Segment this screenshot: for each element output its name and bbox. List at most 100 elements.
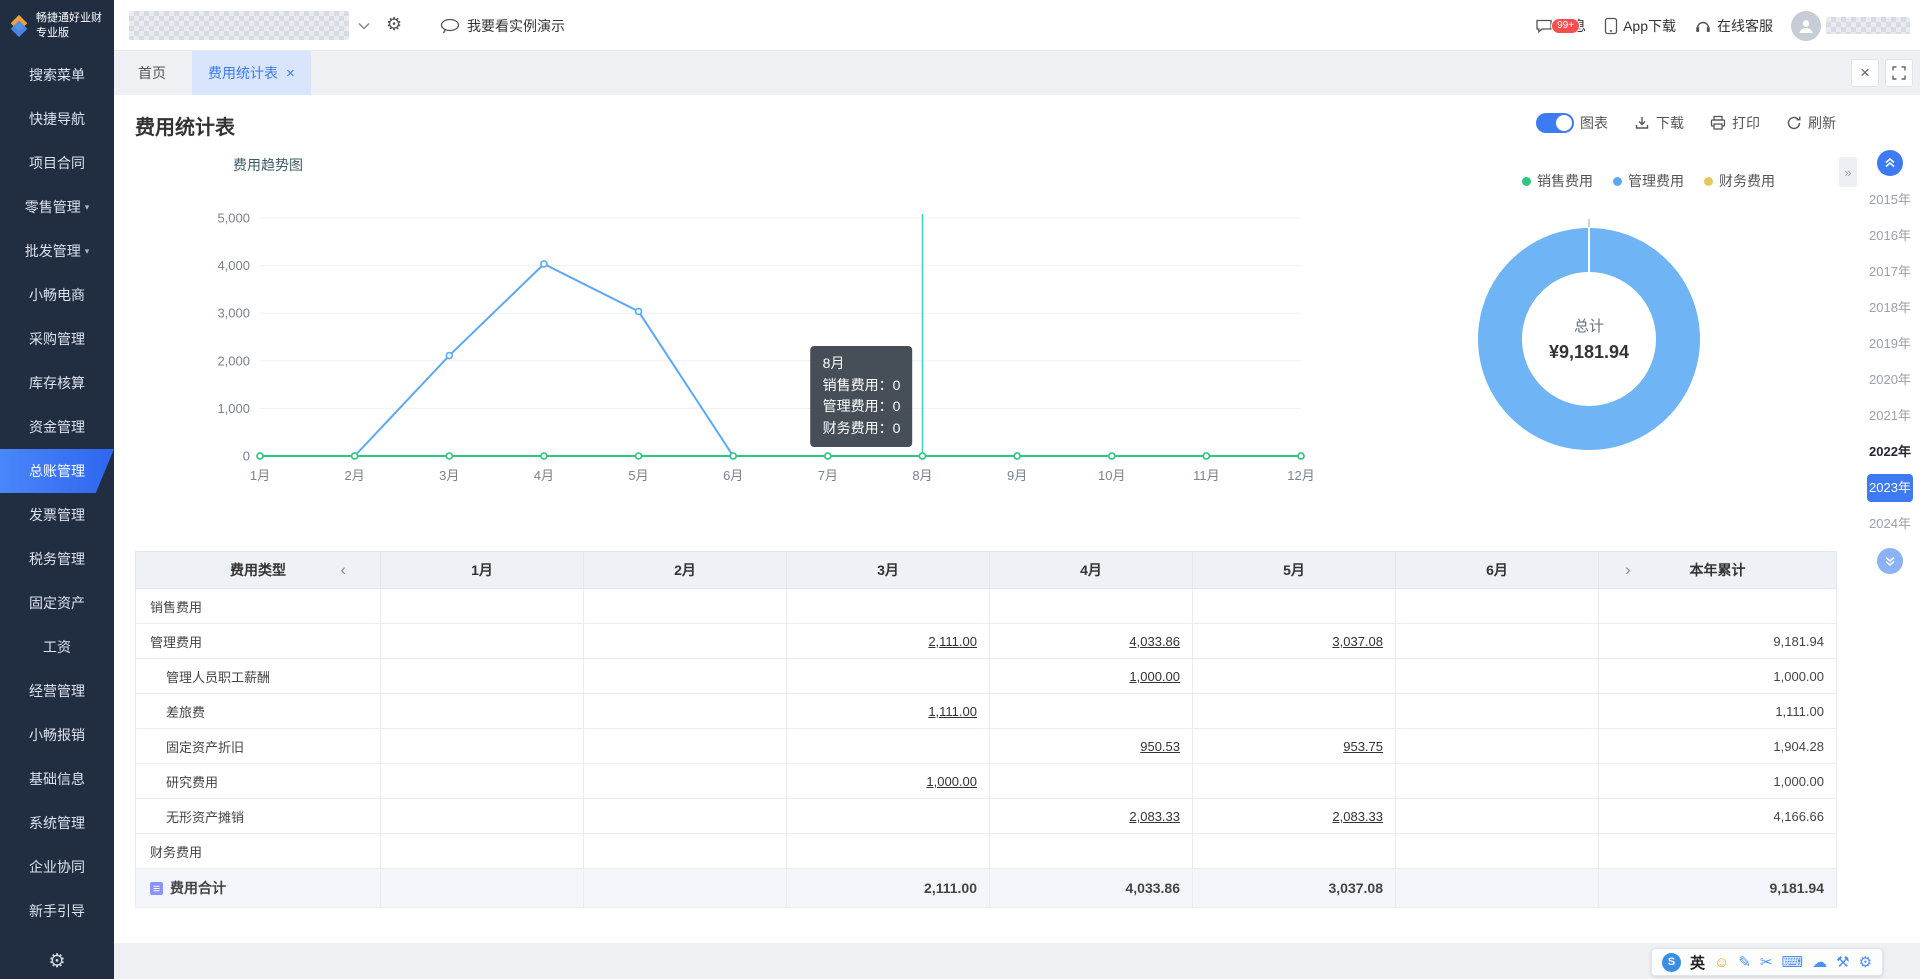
sidebar-item-13[interactable]: 固定资产 <box>0 581 114 625</box>
value-cell[interactable]: 1,000.00 <box>786 763 990 799</box>
sidebar-item-4[interactable]: 零售管理 ▾ <box>0 185 114 229</box>
tab-close-icon[interactable]: × <box>286 64 295 82</box>
tools-icon[interactable]: ⚒ <box>1836 954 1850 971</box>
legend-label: 销售费用 <box>1537 173 1593 189</box>
year-item-2016年[interactable]: 2016年 <box>1869 228 1911 243</box>
sidebar-item-20[interactable]: 新手引导 <box>0 889 114 933</box>
user-profile[interactable] <box>1791 10 1910 41</box>
value-cell[interactable]: 4,033.86 <box>989 623 1193 659</box>
sidebar-item-label: 采购管理 <box>29 331 85 347</box>
year-item-2020年[interactable]: 2020年 <box>1869 372 1911 387</box>
sidebar-item-17[interactable]: 基础信息 <box>0 757 114 801</box>
value-cell[interactable]: 953.75 <box>1192 728 1396 764</box>
drilldown-link[interactable]: 3,037.08 <box>1332 633 1383 649</box>
value-cell[interactable]: 3,037.08 <box>1192 623 1396 659</box>
ime-mode-indicator[interactable]: 英 <box>1690 954 1706 972</box>
company-name-redacted <box>129 11 349 40</box>
value-cell[interactable]: 950.53 <box>989 728 1193 764</box>
year-item-2024年[interactable]: 2024年 <box>1869 516 1911 531</box>
logo-icon <box>10 14 28 37</box>
donut-chart-svg: 总计 ¥9,181.94 <box>1478 219 1700 450</box>
sidebar-item-9[interactable]: 资金管理 <box>0 405 114 449</box>
drilldown-link[interactable]: 2,111.00 <box>928 633 977 649</box>
drilldown-link[interactable]: 2,083.33 <box>1332 808 1383 824</box>
chart-toggle-group[interactable]: 图表 <box>1536 113 1608 133</box>
drilldown-link[interactable]: 4,033.86 <box>1129 633 1180 649</box>
tab-home[interactable]: 首页 <box>122 51 182 95</box>
cloud-icon[interactable]: ☁ <box>1812 954 1828 971</box>
tab-expense-stats[interactable]: 费用统计表 × <box>192 51 311 95</box>
year-item-2015年[interactable]: 2015年 <box>1869 192 1911 207</box>
online-support-button[interactable]: 在线客服 <box>1694 16 1773 36</box>
refresh-button[interactable]: 刷新 <box>1786 113 1836 133</box>
year-item-2021年[interactable]: 2021年 <box>1869 408 1911 423</box>
page-title: 费用统计表 <box>135 117 235 139</box>
company-select[interactable] <box>129 11 370 40</box>
gear-icon[interactable]: ⚙ <box>1858 954 1873 971</box>
ime-toolbar[interactable]: S 英 ☺ ✎ ✂ ⌨ ☁ ⚒ ⚙ <box>1651 948 1884 976</box>
fullscreen-button[interactable] <box>1885 59 1913 87</box>
value-cell[interactable]: 1,111.00 <box>786 693 990 729</box>
drilldown-link[interactable]: 2,083.33 <box>1129 808 1180 824</box>
keyboard-icon[interactable]: ⌨ <box>1781 954 1804 971</box>
sidebar-item-18[interactable]: 系统管理 <box>0 801 114 845</box>
topbar-gear-icon[interactable]: ⚙ <box>386 14 403 34</box>
close-all-tabs-button[interactable]: × <box>1851 59 1879 87</box>
table-scroll-right-icon[interactable]: › <box>1625 560 1631 579</box>
expense-type-cell: 研究费用 <box>135 763 381 799</box>
sidebar-item-label: 搜索菜单 <box>29 67 85 83</box>
drilldown-link[interactable]: 950.53 <box>1140 738 1180 754</box>
sidebar-item-8[interactable]: 库存核算 <box>0 361 114 405</box>
year-item-2019年[interactable]: 2019年 <box>1869 336 1911 351</box>
drilldown-link[interactable]: 953.75 <box>1343 738 1383 754</box>
line-chart[interactable]: 0 1,000 2,000 3,000 4,000 5,000 1月 2月 3月 4月 5月 6月 7月… <box>187 196 1314 490</box>
year-item-2018年[interactable]: 2018年 <box>1869 300 1911 315</box>
drilldown-link[interactable]: 1,000.00 <box>926 773 977 789</box>
value-cell[interactable]: 2,083.33 <box>989 798 1193 834</box>
value-cell: 9,181.94 <box>1598 623 1837 659</box>
legend-item[interactable]: 财务费用 <box>1704 171 1775 191</box>
value-cell[interactable]: 2,111.00 <box>786 623 990 659</box>
sidebar-item-11[interactable]: 发票管理 <box>0 493 114 537</box>
sidebar-item-15[interactable]: 经营管理 <box>0 669 114 713</box>
year-panel-collapse-handle[interactable]: » <box>1839 157 1857 187</box>
sidebar-item-10[interactable]: 总账管理 <box>0 449 114 493</box>
legend-item[interactable]: 销售费用 <box>1522 171 1593 191</box>
sidebar-item-3[interactable]: 项目合同 <box>0 141 114 185</box>
download-button[interactable]: 下载 <box>1634 113 1684 133</box>
year-item-2023年[interactable]: 2023年 <box>1867 474 1913 502</box>
legend-item[interactable]: 管理费用 <box>1613 171 1684 191</box>
sidebar-settings-gear-icon[interactable]: ⚙ <box>48 951 66 972</box>
sidebar-item-12[interactable]: 税务管理 <box>0 537 114 581</box>
print-button[interactable]: 打印 <box>1710 113 1760 133</box>
sidebar-item-6[interactable]: 小畅电商 <box>0 273 114 317</box>
pen-icon[interactable]: ✎ <box>1738 954 1751 971</box>
ime-logo-icon[interactable]: S <box>1662 952 1681 972</box>
value-cell[interactable]: 2,083.33 <box>1192 798 1396 834</box>
svg-text:6月: 6月 <box>723 468 743 483</box>
app-download-button[interactable]: App下载 <box>1604 16 1676 36</box>
year-item-2017年[interactable]: 2017年 <box>1869 264 1911 279</box>
sidebar-item-19[interactable]: 企业协同 <box>0 845 114 889</box>
messages-button[interactable]: 消息 99+ <box>1535 16 1586 36</box>
drilldown-link[interactable]: 1,000.00 <box>1129 668 1180 684</box>
table-scroll-left-icon[interactable]: ‹ <box>340 560 346 579</box>
sidebar-item-2[interactable]: 快捷导航 <box>0 97 114 141</box>
sidebar-item-16[interactable]: 小畅报销 <box>0 713 114 757</box>
sidebar-item-5[interactable]: 批发管理 ▾ <box>0 229 114 273</box>
value-cell <box>583 763 787 799</box>
year-scroll-down-button[interactable] <box>1877 548 1903 574</box>
drilldown-link[interactable]: 1,111.00 <box>928 703 977 719</box>
sidebar-item-14[interactable]: 工资 <box>0 625 114 669</box>
sidebar-item-7[interactable]: 采购管理 <box>0 317 114 361</box>
donut-chart[interactable]: 总计 ¥9,181.94 <box>1469 219 1709 459</box>
year-scroll-up-button[interactable] <box>1877 150 1903 176</box>
value-cell[interactable]: 1,000.00 <box>989 658 1193 694</box>
smiley-icon[interactable]: ☺ <box>1714 953 1730 971</box>
year-item-2022年[interactable]: 2022年 <box>1869 444 1911 459</box>
chart-toggle[interactable] <box>1536 113 1574 133</box>
demo-button[interactable]: 我要看实例演示 <box>440 0 565 51</box>
table-column-header: 4月 <box>989 551 1193 589</box>
sidebar-item-1[interactable]: 搜索菜单 <box>0 53 114 97</box>
scissors-icon[interactable]: ✂ <box>1759 954 1773 971</box>
